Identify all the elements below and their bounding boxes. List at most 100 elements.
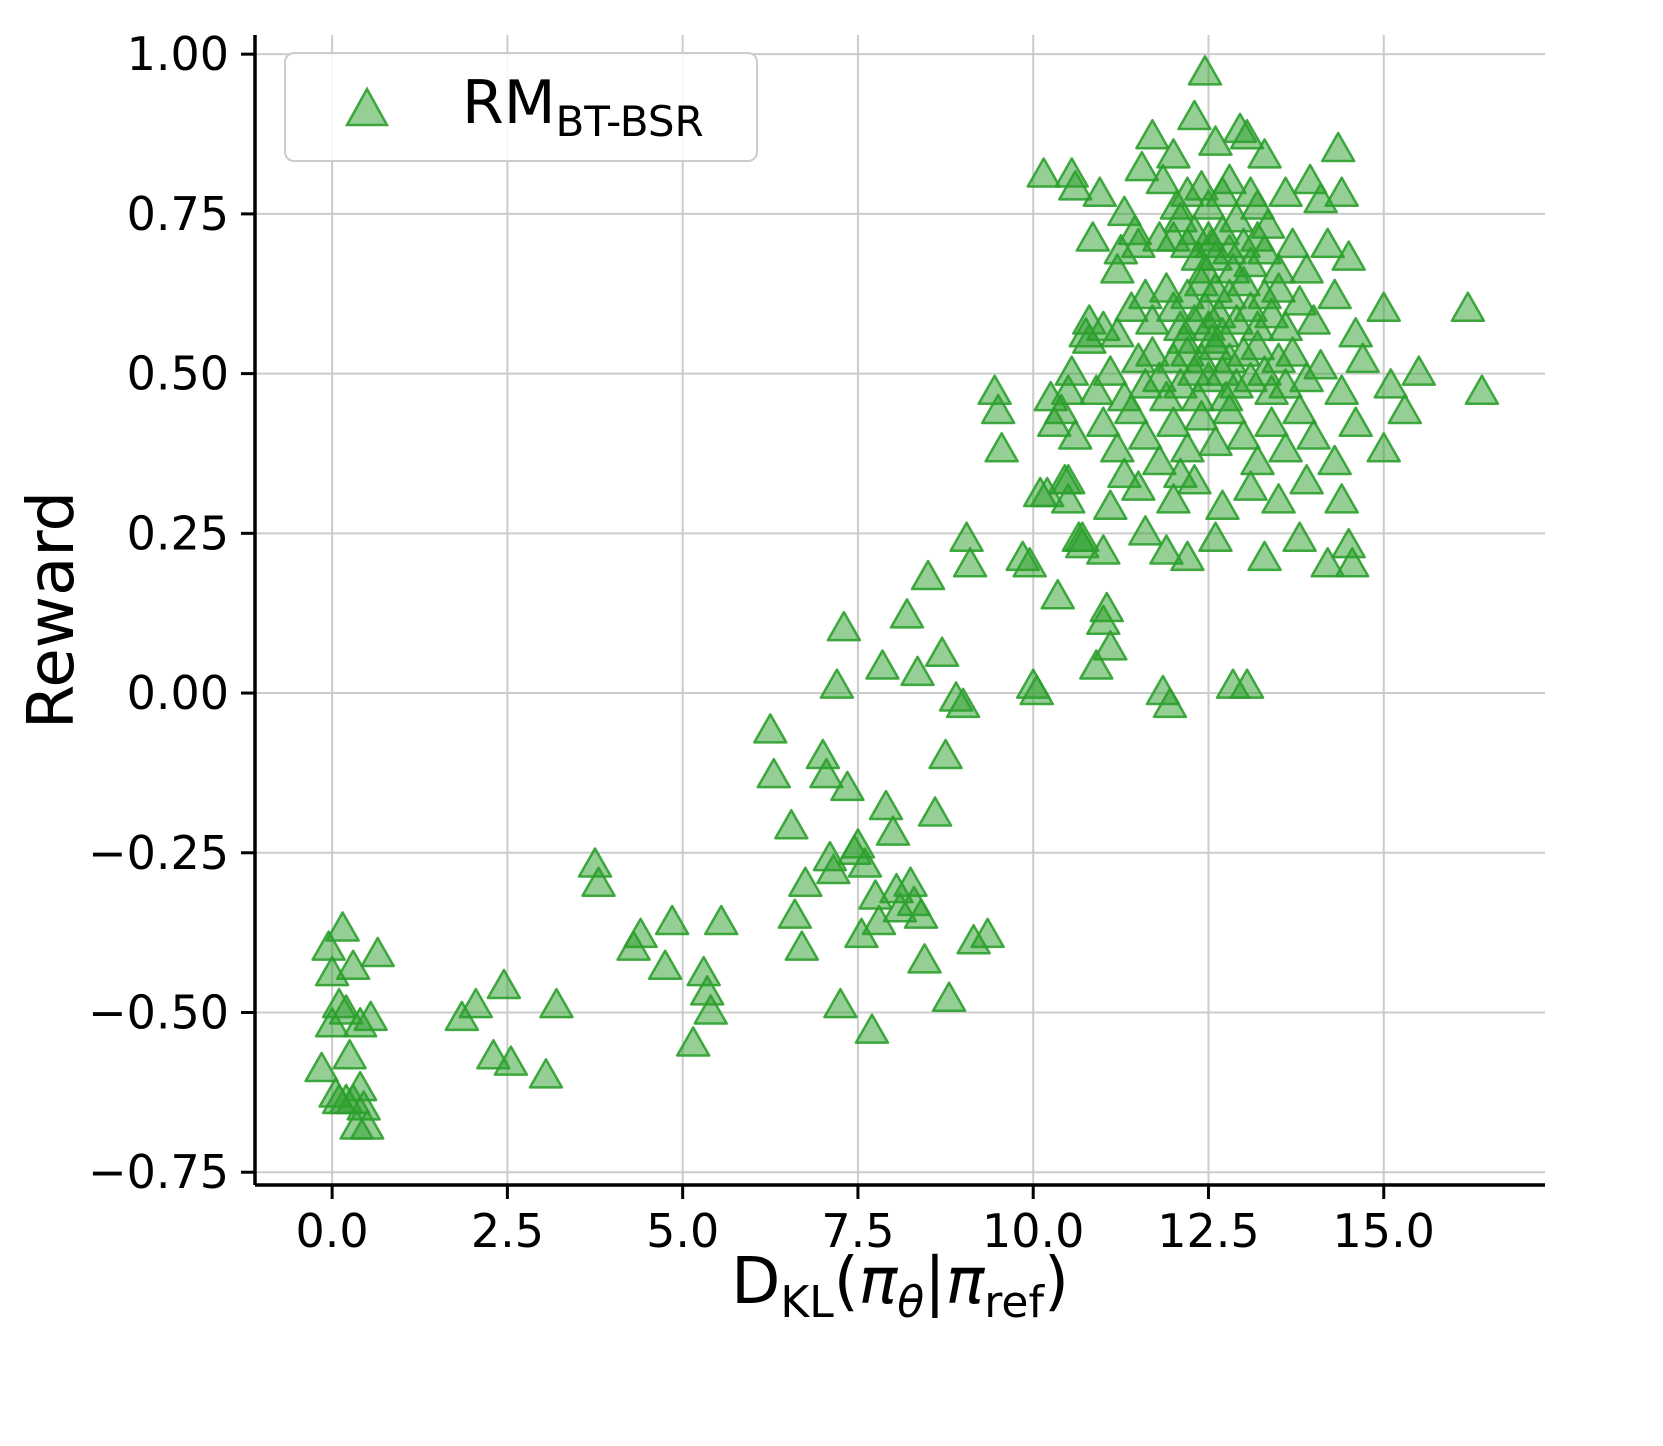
y-tick-label: −0.75 [88,1145,229,1199]
scatter-point [1303,182,1338,214]
scatter-point [1366,432,1401,463]
x-tick-label: 2.5 [471,1204,544,1258]
x-tick-label: 7.5 [821,1204,894,1258]
scatter-point [1310,547,1345,578]
scatter-point [1310,227,1345,259]
scatter-point [1268,310,1303,342]
scatter-point [1324,176,1359,207]
scatter-point [1240,329,1275,361]
scatter-point [1040,578,1075,610]
scatter-point [980,393,1016,425]
scatter-point [1212,393,1247,425]
scatter-point [360,936,395,968]
x-tick-label: 12.5 [1157,1204,1259,1258]
scatter-point [325,911,360,942]
scatter-point [1275,227,1310,259]
scatter-point [458,987,494,1019]
scatter-point [1093,355,1128,386]
scatter-point [924,636,960,667]
scatter-point [1156,406,1191,437]
scatter-point [1289,463,1324,495]
scatter-point [1107,195,1142,227]
x-tick-label: 10.0 [982,1204,1084,1258]
xlabel-bar: | [924,1245,946,1319]
scatter-point [1026,157,1061,188]
scatter-point [1226,265,1261,297]
legend-label-sub: BT-BSR [555,97,704,146]
scatter-point [847,847,883,878]
scatter-point [1184,400,1219,431]
scatter-point [703,904,739,936]
scatter-point [1338,406,1373,437]
scatter-point [1100,317,1135,348]
scatter-point [1345,342,1380,374]
scatter-point [900,655,935,687]
scatter-point [1275,336,1310,367]
xlabel-open-paren: ( [833,1245,859,1319]
scatter-point [910,559,946,591]
scatter-point [304,1051,339,1083]
scatter-point [1240,444,1275,476]
x-tick-label: 0.0 [296,1204,369,1258]
scatter-point [1320,131,1356,163]
scatter-point [1331,240,1366,271]
xlabel-ref-sub: ref [984,1276,1044,1328]
scatter-point [1072,304,1107,335]
scatter-point [1107,457,1142,489]
scatter-point [1114,393,1149,425]
scatter-point [945,687,981,719]
scatter-point [1198,425,1233,457]
scatter-point [1198,125,1233,156]
xlabel-theta-sub: θ [897,1276,925,1328]
x-tick-label: 15.0 [1333,1204,1435,1258]
scatter-point [952,547,988,578]
y-tick-label: 0.00 [127,666,229,720]
scatter-point [1135,118,1170,150]
scatter-point [1268,432,1303,463]
scatter-point [1149,534,1184,565]
scatter-point [1247,233,1282,265]
scatter-point [917,796,953,827]
y-tick-label: 1.00 [127,27,229,81]
scatter-point [1058,419,1093,450]
scatter-point [1082,176,1118,207]
scatter-point [1254,406,1289,437]
scatter-point [1317,444,1352,476]
scatter-point [1128,419,1163,450]
scatter-point [1303,348,1338,380]
scatter-point [1233,470,1268,501]
scatter-point [830,770,865,802]
scatter-point [1065,521,1100,552]
scatter-point [1338,317,1373,348]
scatter-point [623,917,658,949]
xlabel-d: D [731,1245,781,1319]
scatter-point [1187,55,1223,86]
scatter-point [1229,118,1265,150]
scatter-point [1163,457,1198,489]
scatter-point [854,1013,890,1044]
scatter-point [1156,483,1191,514]
scatter-point [647,949,683,981]
scatter-point [903,898,939,929]
scatter-point [1324,483,1359,514]
scatter-point [819,668,855,699]
scatter-point [753,713,788,744]
legend: RMBT-BSR [284,52,758,162]
scatter-point [1177,99,1212,131]
scatter-point [1012,547,1047,578]
scatter-point [1044,393,1079,425]
scatter-point [931,981,967,1012]
legend-triangle-marker-icon [344,86,390,127]
scatter-point [1054,355,1090,386]
scatter-point [865,649,900,680]
scatter-point [1450,291,1486,322]
y-tick-label: 0.50 [127,347,229,401]
scatter-point [1086,534,1121,565]
scatter-point [1093,489,1128,521]
scatter-point [693,994,728,1025]
y-tick-label: 0.25 [127,506,229,560]
scatter-point [1086,406,1121,437]
scatter-point [1324,374,1359,406]
y-tick-label: −0.50 [88,986,229,1040]
scatter-point [868,789,904,821]
